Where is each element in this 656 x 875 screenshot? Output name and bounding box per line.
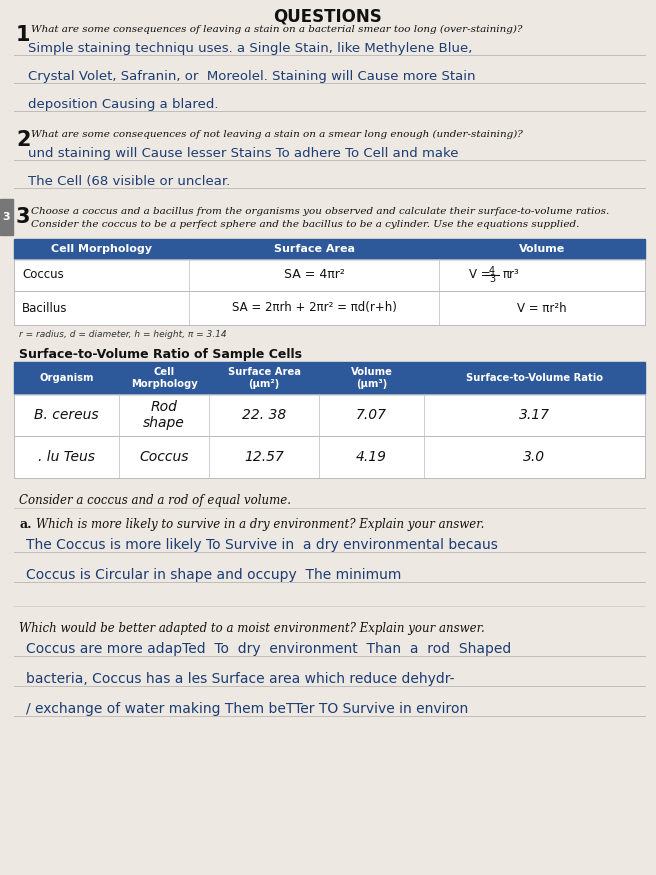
Text: Cell
Morphology: Cell Morphology [131,368,197,388]
Text: 12.57: 12.57 [244,450,284,464]
Text: 4.19: 4.19 [356,450,387,464]
Text: Which is more likely to survive in a dry environment? Explain your answer.: Which is more likely to survive in a dry… [36,518,484,531]
Bar [424,362,645,394]
Text: r = radius, d = diameter, h = height, π = 3.14: r = radius, d = diameter, h = height, π … [19,330,226,339]
Bar [14,362,119,394]
Text: Coccus: Coccus [139,450,189,464]
Text: 22. 38: 22. 38 [242,408,286,422]
Text: Surface Area: Surface Area [274,244,354,254]
Text: Surface-to-Volume Ratio of Sample Cells: Surface-to-Volume Ratio of Sample Cells [19,348,302,361]
Text: SA = 4πr²: SA = 4πr² [283,269,344,282]
Bar [119,362,209,394]
Bar [14,259,645,291]
Text: Consider a coccus and a rod of equal volume.: Consider a coccus and a rod of equal vol… [19,494,291,507]
Bar [189,239,439,259]
Text: und staining will Cause lesser Stains To adhere To Cell and make: und staining will Cause lesser Stains To… [28,147,459,160]
Text: Simple staining techniqu uses. a Single Stain, like Methylene Blue,: Simple staining techniqu uses. a Single … [28,42,472,55]
Text: 1: 1 [16,25,30,45]
Bar [14,436,645,478]
Bar [209,362,319,394]
Bar [14,239,189,259]
Text: Coccus: Coccus [22,269,64,282]
Text: Which would be better adapted to a moist environment? Explain your answer.: Which would be better adapted to a moist… [19,622,485,635]
Text: 3.0: 3.0 [523,450,546,464]
Text: Crystal Volet, Safranin, or  Moreolel. Staining will Cause more Stain: Crystal Volet, Safranin, or Moreolel. St… [28,70,476,83]
Text: Cell Morphology: Cell Morphology [51,244,152,254]
Text: QUESTIONS: QUESTIONS [274,7,382,25]
Text: What are some consequences of leaving a stain on a bacterial smear too long (ove: What are some consequences of leaving a … [31,25,522,34]
Text: Volume
(μm³): Volume (μm³) [350,368,392,388]
Text: Surface Area
(μm²): Surface Area (μm²) [228,368,300,388]
Bar [0,199,13,235]
Text: Rod
shape: Rod shape [143,400,185,430]
Text: V =: V = [469,269,495,282]
Text: Consider the coccus to be a perfect sphere and the bacillus to be a cylinder. Us: Consider the coccus to be a perfect sphe… [31,220,579,229]
Text: SA = 2πrh + 2πr² = πd(r+h): SA = 2πrh + 2πr² = πd(r+h) [232,302,396,314]
Text: . lu Teus: . lu Teus [38,450,95,464]
Bar [439,239,645,259]
Bar [319,362,424,394]
Text: / exchange of water making Them beTTer TO Survive in environ: / exchange of water making Them beTTer T… [26,702,468,716]
Bar [14,291,645,325]
Text: 3.17: 3.17 [519,408,550,422]
Text: Surface-to-Volume Ratio: Surface-to-Volume Ratio [466,373,603,383]
Text: Volume: Volume [519,244,565,254]
Bar [14,259,645,291]
Bar [14,394,645,436]
Text: 2: 2 [16,130,30,150]
Text: Coccus is Circular in shape and occupy  The minimum: Coccus is Circular in shape and occupy T… [26,568,401,582]
Text: 3: 3 [16,207,30,227]
Text: 7.07: 7.07 [356,408,387,422]
Text: bacteria, Coccus has a les Surface area which reduce dehydr-: bacteria, Coccus has a les Surface area … [26,672,455,686]
Text: πr³: πr³ [503,269,520,282]
Text: V = πr²h: V = πr²h [517,302,567,314]
Text: Choose a coccus and a bacillus from the organisms you observed and calculate the: Choose a coccus and a bacillus from the … [31,207,609,216]
Text: 3: 3 [489,274,495,284]
Text: 4: 4 [489,266,495,276]
Text: B. cereus: B. cereus [34,408,99,422]
Bar [14,394,645,436]
Text: deposition Causing a blared.: deposition Causing a blared. [28,98,218,111]
Text: The Cell (68 visible or unclear.: The Cell (68 visible or unclear. [28,175,230,188]
Text: Bacillus: Bacillus [22,302,68,314]
Text: Organism: Organism [39,373,94,383]
Bar [14,436,645,478]
Text: 3: 3 [3,212,10,222]
Text: What are some consequences of not leaving a stain on a smear long enough (under-: What are some consequences of not leavin… [31,130,523,139]
Text: The Coccus is more likely To Survive in  a dry environmental becaus: The Coccus is more likely To Survive in … [26,538,498,552]
Text: Coccus are more adapTed  To  dry  environment  Than  a  rod  Shaped: Coccus are more adapTed To dry environme… [26,642,511,656]
Text: a.: a. [19,518,31,531]
Bar [14,291,645,325]
